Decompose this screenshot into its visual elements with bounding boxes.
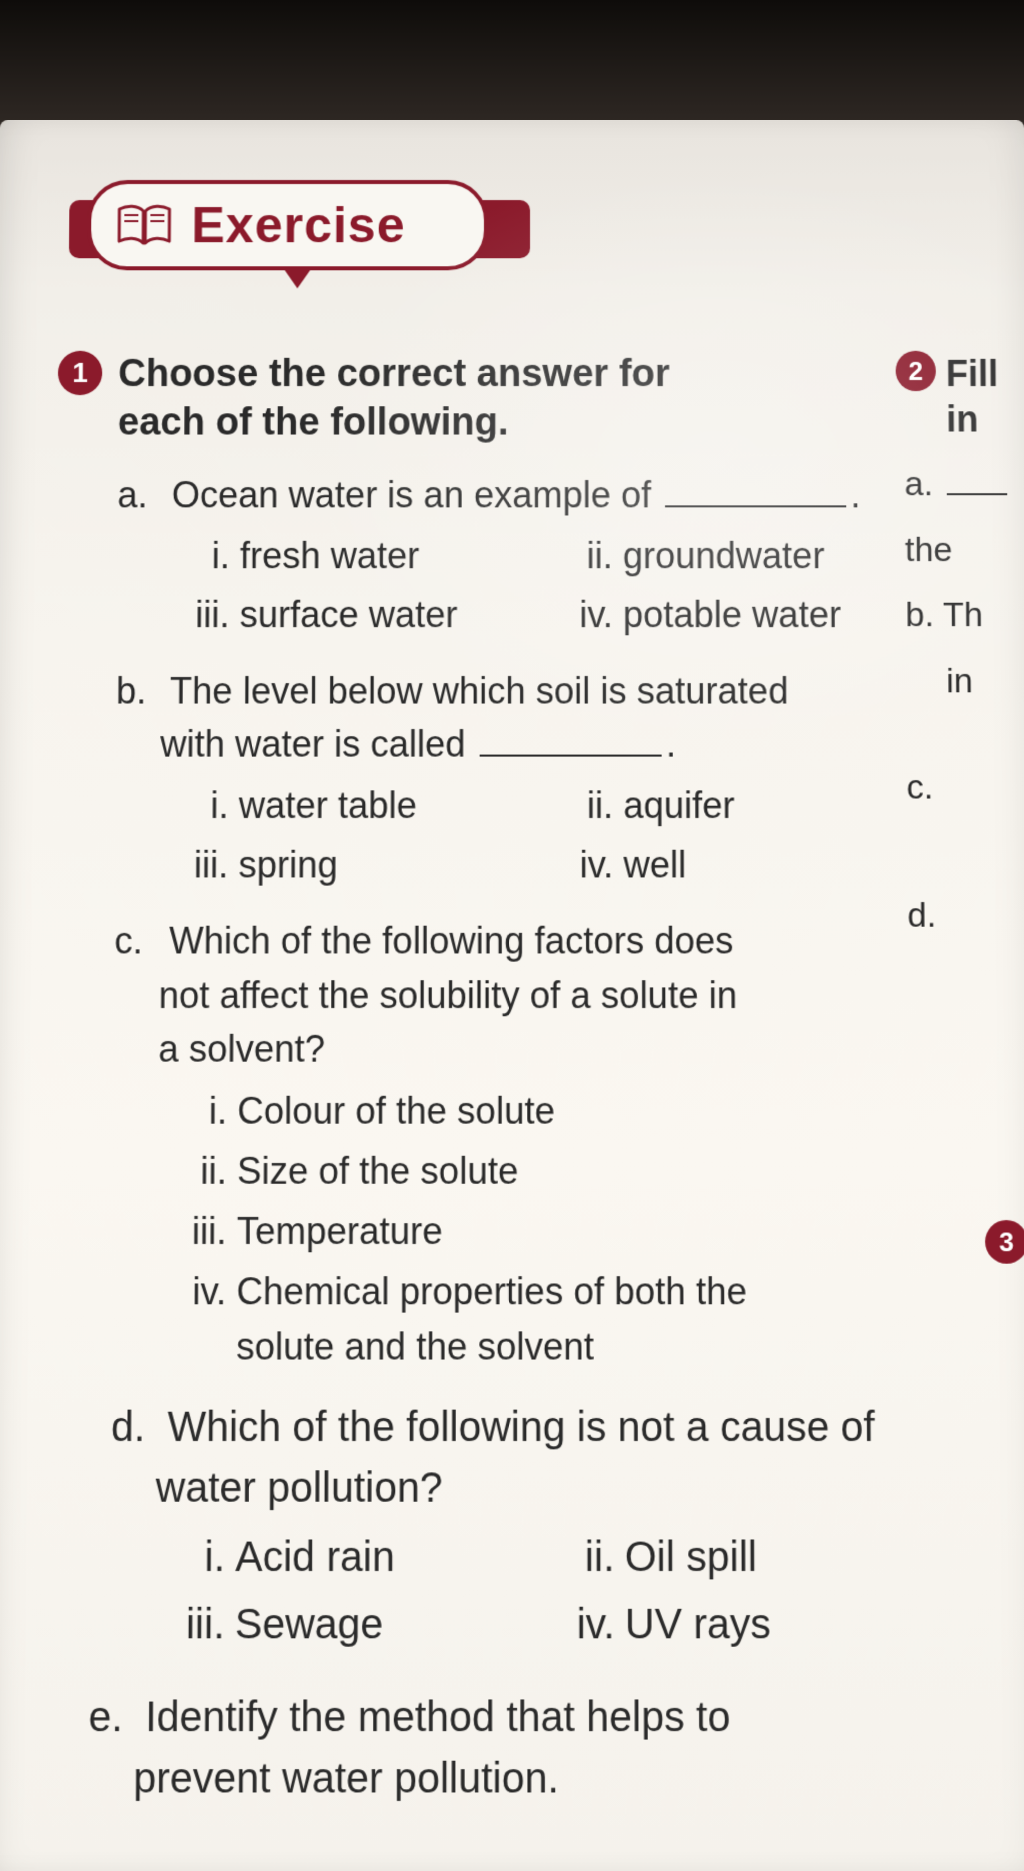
question-a: a. Ocean water is an example of . i.fres… <box>116 469 1008 642</box>
right-edge-cutoff-column: 2 Fill in a. the b. Th in c. d. <box>896 351 1024 949</box>
frag-blank <box>947 493 1007 495</box>
qc-letter: c. <box>114 915 159 969</box>
question-e: e. Identify the method that helps to pre… <box>88 1687 1019 1810</box>
qb-text-l2: with water is called <box>160 723 466 765</box>
banner-title: Exercise <box>191 196 405 254</box>
question-2-header: 2 Fill in <box>896 351 1024 442</box>
qd-opt-ii: ii.Oil spill <box>557 1527 906 1588</box>
qd-stem: d. Which of the following is not a cause… <box>110 1397 1016 1518</box>
qd-text-l2: water pollution? <box>156 1465 443 1511</box>
q1-title-line1: Choose the correct answer for <box>118 351 670 399</box>
qa-text: Ocean water is an example of <box>172 474 652 516</box>
frag-bT: b. Th <box>905 583 1024 649</box>
frag-d: d. <box>907 883 1024 949</box>
qb-letter: b. <box>116 664 161 717</box>
frag-in: in <box>946 648 1024 714</box>
qd-opt-iii: iii.Sewage <box>167 1594 516 1655</box>
question-number-badge-1: 1 <box>58 351 103 395</box>
question-2-title: Fill in <box>946 351 1024 442</box>
qc-opt-iv-l2: solute and the solvent <box>236 1325 594 1368</box>
qa-opt-iv: iv.potable water <box>556 589 899 642</box>
qc-options: i.Colour of the solute ii.Size of the so… <box>169 1084 1015 1374</box>
qb-stem: b. The level below which soil is saturat… <box>116 664 1010 770</box>
question-1-header: 1 Choose the correct answer for each of … <box>57 351 1006 447</box>
frag-the: the <box>905 517 1024 583</box>
qc-text-l2: not affect the solubility of a solute in <box>159 974 738 1016</box>
qa-letter: a. <box>117 469 162 522</box>
qc-text-l1: Which of the following factors does <box>169 920 733 962</box>
qe-text-l2: prevent water pollution. <box>133 1755 559 1802</box>
qe-text-l1: Identify the method that helps to <box>145 1694 730 1740</box>
qc-opt-iv-l1: Chemical properties of both the <box>236 1270 747 1313</box>
qa-opt-ii: ii.groundwater <box>556 530 899 583</box>
qa-opt-i: i.fresh water <box>173 530 516 583</box>
frag-a: a. <box>904 452 1024 517</box>
exercise-banner: Exercise <box>69 170 530 290</box>
qb-blank <box>480 754 662 756</box>
qb-opt-iv: iv.well <box>557 839 902 893</box>
qc-text-l3: a solvent? <box>158 1027 325 1069</box>
question-number-badge-3: 3 <box>985 1220 1024 1264</box>
frag-c: c. <box>906 755 1024 821</box>
question-d: d. Which of the following is not a cause… <box>109 1397 1017 1655</box>
qd-letter: d. <box>111 1397 156 1458</box>
qd-opt-iv: iv.UV rays <box>557 1594 906 1655</box>
qb-opt-i: i.water table <box>172 779 516 832</box>
qe-stem: e. Identify the method that helps to pre… <box>88 1687 1019 1810</box>
qd-text-l1: Which of the following is not a cause of <box>167 1404 875 1450</box>
qa-opt-iii: iii.surface water <box>173 589 516 642</box>
q1-title-line2: each of the following. <box>118 399 670 447</box>
qa-stem: a. Ocean water is an example of . <box>117 469 1007 522</box>
open-book-icon <box>115 203 173 247</box>
question-number-badge-2: 2 <box>896 351 936 391</box>
textbook-page: Exercise 1 Choose the correct answer for… <box>0 120 1024 1871</box>
qb-text-l1: The level below which soil is saturated <box>170 669 789 711</box>
qc-opt-iii: iii.Temperature <box>169 1205 883 1259</box>
qd-opt-i: i.Acid rain <box>167 1527 516 1588</box>
qc-opt-i: i.Colour of the solute <box>170 1084 882 1138</box>
qc-opt-ii: ii.Size of the solute <box>170 1144 883 1198</box>
question-c: c. Which of the following factors does n… <box>111 915 1014 1374</box>
qb-opt-ii: ii.aquifer <box>557 779 901 832</box>
qb-opt-iii: iii.spring <box>171 839 516 893</box>
qc-opt-iv: iv. Chemical properties of both the solu… <box>169 1265 884 1374</box>
banner-front-pill: Exercise <box>87 180 488 270</box>
question-b: b. The level below which soil is saturat… <box>115 664 1011 892</box>
qd-options: i.Acid rain ii.Oil spill iii.Sewage iv.U… <box>167 1527 1017 1655</box>
qc-stem: c. Which of the following factors does n… <box>113 915 1012 1076</box>
question-1-title: Choose the correct answer for each of th… <box>118 351 670 447</box>
qb-options: i.water table ii.aquifer iii.spring iv.w… <box>171 779 1010 892</box>
qa-blank <box>665 505 846 507</box>
qe-letter: e. <box>88 1687 134 1748</box>
qa-options: i.fresh water ii.groundwater iii.surface… <box>173 530 1009 642</box>
